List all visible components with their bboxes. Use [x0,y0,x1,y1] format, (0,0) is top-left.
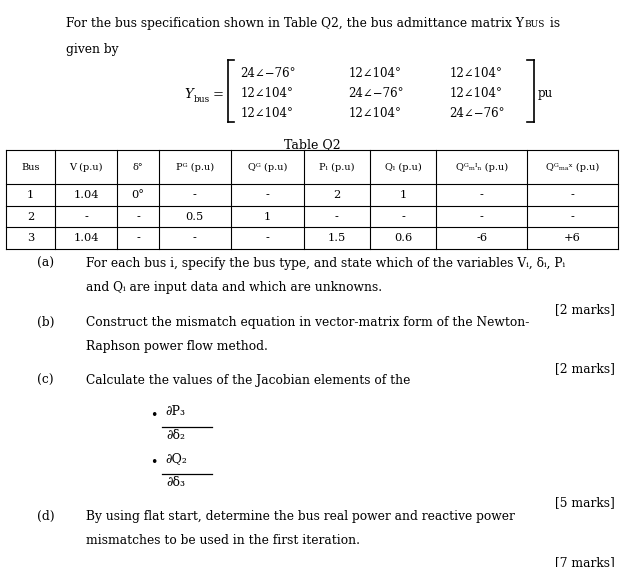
Text: [2 marks]: [2 marks] [555,303,615,316]
Text: Pᴳ (p.u): Pᴳ (p.u) [176,163,214,172]
Text: 1.5: 1.5 [328,233,346,243]
Text: 12∠104°: 12∠104° [449,67,502,80]
Text: and Qᵢ are input data and which are unknowns.: and Qᵢ are input data and which are unkn… [86,281,383,294]
Text: (d): (d) [37,510,55,523]
Text: ∂Q₂: ∂Q₂ [165,452,187,466]
Text: 1.04: 1.04 [73,233,99,243]
Text: ∂δ₂: ∂δ₂ [167,429,185,442]
Text: -: - [193,233,197,243]
Text: -: - [335,211,339,222]
Text: mismatches to be used in the first iteration.: mismatches to be used in the first itera… [86,534,360,547]
Text: Pₗ (p.u): Pₗ (p.u) [319,163,354,172]
Text: BUS: BUS [524,20,545,29]
Text: 1: 1 [264,211,271,222]
Text: 12∠104°: 12∠104° [240,87,293,100]
Text: ∂P₃: ∂P₃ [165,405,185,418]
Text: -: - [480,190,484,200]
Text: 12∠104°: 12∠104° [348,107,401,120]
Text: •: • [150,456,157,469]
Text: For the bus specification shown in Table Q2, the bus admittance matrix Y: For the bus specification shown in Table… [66,17,524,30]
Text: Qₗ (p.u): Qₗ (p.u) [385,163,422,172]
Text: V (p.u): V (p.u) [69,163,103,172]
Text: 1: 1 [27,190,34,200]
Text: 24∠−76°: 24∠−76° [240,67,296,80]
Text: +6: +6 [564,233,581,243]
Text: For each bus i, specify the bus type, and state which of the variables Vᵢ, δᵢ, P: For each bus i, specify the bus type, an… [86,257,565,270]
Text: -: - [136,211,140,222]
Text: -: - [401,211,405,222]
Text: 1: 1 [399,190,407,200]
Text: 24∠−76°: 24∠−76° [449,107,505,120]
Text: Qᴳₘₐˣ (p.u): Qᴳₘₐˣ (p.u) [546,163,599,172]
Text: Bus: Bus [21,163,40,172]
Text: 12∠104°: 12∠104° [449,87,502,100]
Text: =: = [212,88,223,101]
Text: [2 marks]: [2 marks] [555,362,615,375]
Text: 12∠104°: 12∠104° [348,67,401,80]
Text: -: - [265,233,269,243]
Text: 2: 2 [27,211,34,222]
Text: Construct the mismatch equation in vector-matrix form of the Newton-: Construct the mismatch equation in vecto… [86,316,530,329]
Text: 0.5: 0.5 [186,211,204,222]
Text: 24∠−76°: 24∠−76° [348,87,404,100]
Text: Calculate the values of the Jacobian elements of the: Calculate the values of the Jacobian ele… [86,374,411,387]
Text: is: is [546,17,560,30]
Text: -: - [136,233,140,243]
Text: bus: bus [193,95,210,104]
Text: (c): (c) [37,374,54,387]
Text: [7 marks]: [7 marks] [555,556,615,567]
Text: 0.6: 0.6 [394,233,412,243]
Text: 0°: 0° [132,190,145,200]
Text: Table Q2: Table Q2 [284,138,340,151]
Text: given by: given by [66,43,118,56]
Text: By using flat start, determine the bus real power and reactive power: By using flat start, determine the bus r… [86,510,515,523]
Text: •: • [150,409,157,422]
Text: -: - [193,190,197,200]
Text: pu: pu [538,87,553,100]
Text: -: - [570,211,574,222]
Text: Qᴳₘᴵₙ (p.u): Qᴳₘᴵₙ (p.u) [456,163,508,172]
Text: -: - [480,211,484,222]
Text: Y: Y [184,88,193,101]
Text: (b): (b) [37,316,55,329]
Text: Qᴳ (p.u): Qᴳ (p.u) [248,163,287,172]
Text: -: - [265,190,269,200]
Text: -: - [84,211,88,222]
Text: δ°: δ° [133,163,144,172]
Text: 12∠104°: 12∠104° [240,107,293,120]
Text: ∂δ₃: ∂δ₃ [167,476,185,489]
Text: 2: 2 [333,190,341,200]
Text: 3: 3 [27,233,34,243]
Text: -: - [570,190,574,200]
Text: Raphson power flow method.: Raphson power flow method. [86,340,268,353]
Text: (a): (a) [37,257,54,270]
Text: [5 marks]: [5 marks] [555,496,615,509]
Text: -6: -6 [476,233,487,243]
Text: 1.04: 1.04 [73,190,99,200]
